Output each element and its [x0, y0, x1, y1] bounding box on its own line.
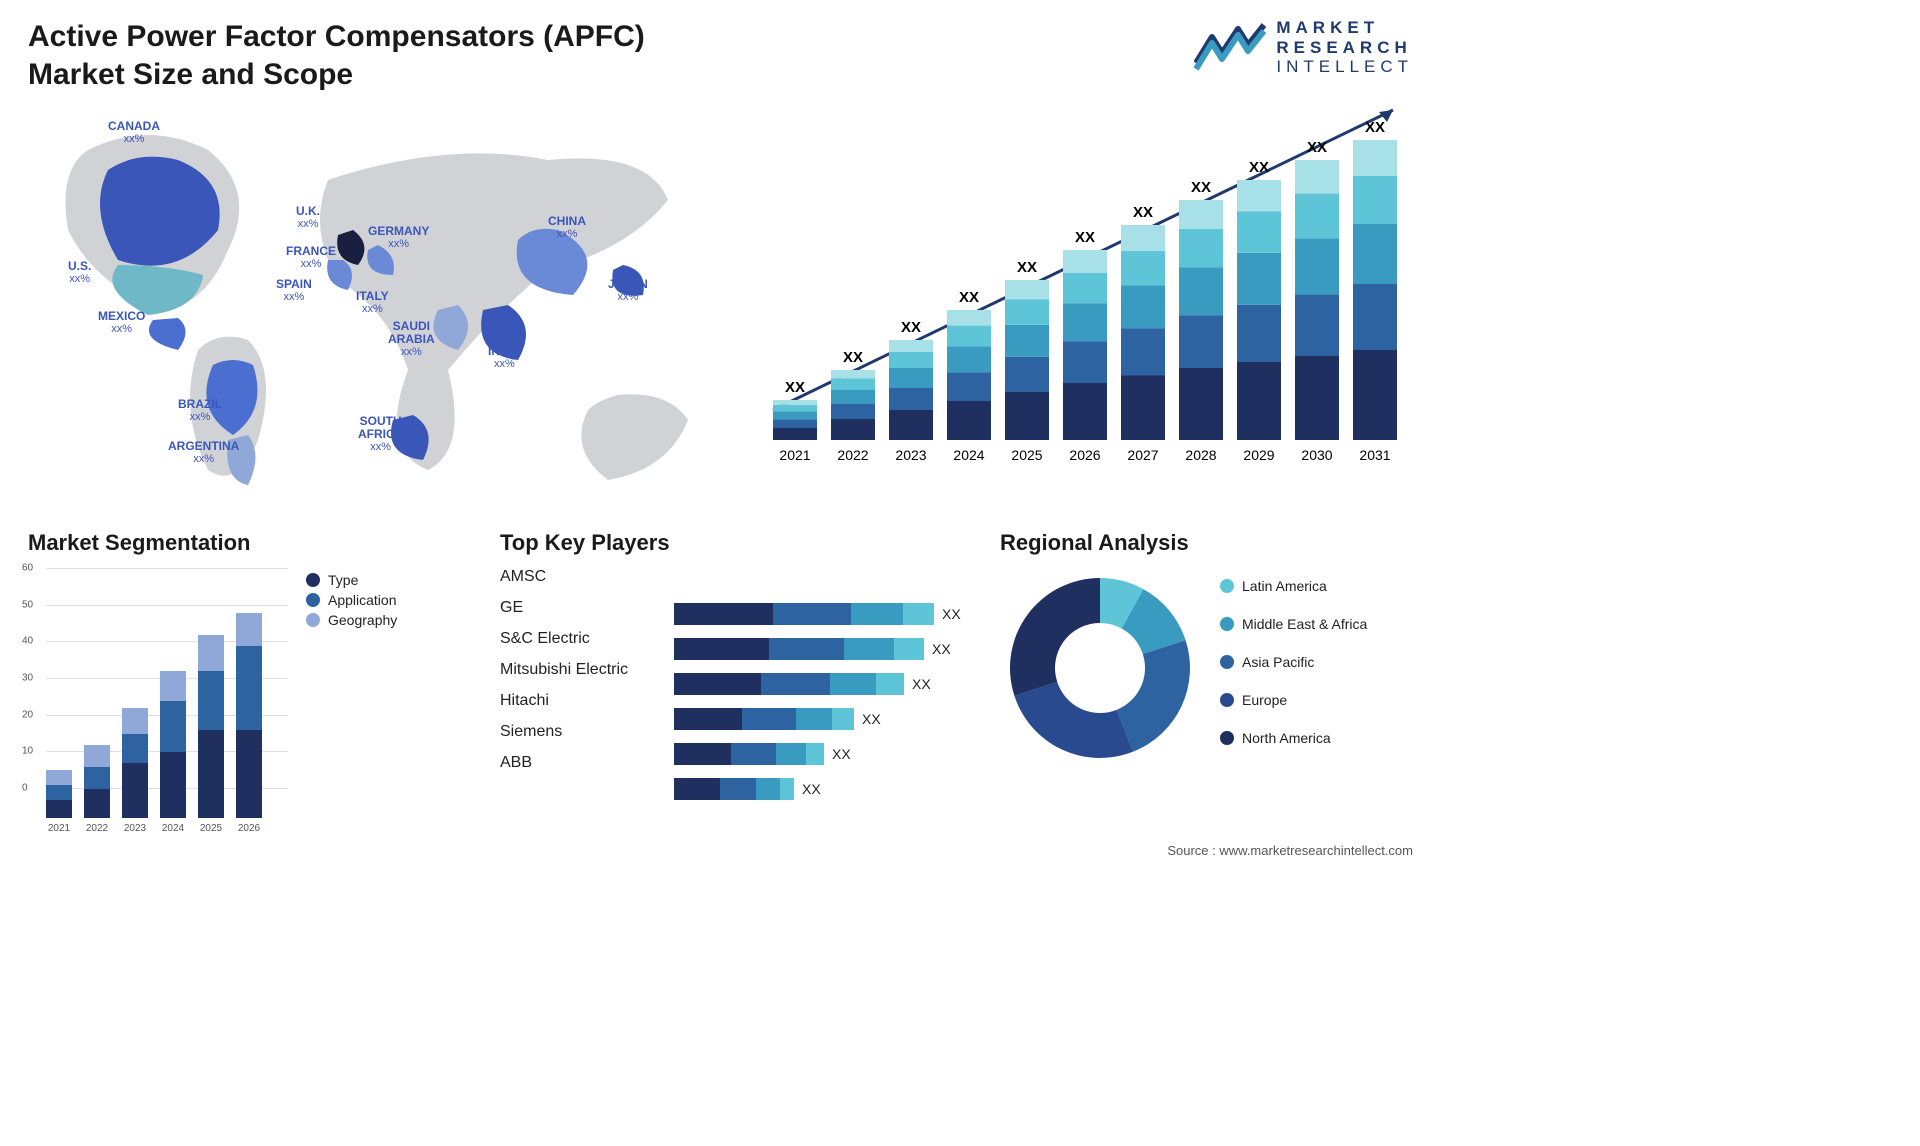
map-label: CANADAxx% — [108, 120, 160, 145]
player-name: ABB — [500, 754, 660, 772]
logo-icon — [1194, 23, 1266, 71]
growth-chart: XX 2021 XX 2022 XX 2023 XX 2024 XX 2025 XX 2026 XX 20… — [753, 100, 1413, 470]
map-label: CHINAxx% — [548, 215, 586, 240]
svg-text:XX: XX — [1307, 139, 1327, 156]
svg-text:2023: 2023 — [895, 447, 926, 463]
growth-chart-svg: XX 2021 XX 2022 XX 2023 XX 2024 XX 2025 XX 2026 XX 20… — [753, 100, 1413, 470]
regional-donut — [1000, 568, 1200, 768]
page-title: Active Power Factor Compensators (APFC) … — [28, 18, 748, 93]
legend-item: Application — [306, 592, 397, 608]
map-label: SAUDIARABIAxx% — [388, 320, 435, 358]
svg-text:XX: XX — [1191, 179, 1211, 196]
map-label: SOUTHAFRICAxx% — [358, 415, 403, 453]
svg-text:2029: 2029 — [1243, 447, 1274, 463]
svg-text:XX: XX — [1365, 119, 1385, 136]
player-bar-row: XX — [674, 673, 980, 695]
svg-text:XX: XX — [1017, 259, 1037, 276]
regional-title: Regional Analysis — [1000, 530, 1420, 556]
logo-line1: MARKET — [1276, 18, 1413, 38]
legend-item: Middle East & Africa — [1220, 616, 1367, 632]
legend-item: Latin America — [1220, 578, 1367, 594]
source-text: Source : www.marketresearchintellect.com — [1167, 843, 1413, 858]
player-name: GE — [500, 599, 660, 617]
svg-text:XX: XX — [1133, 204, 1153, 221]
map-label: MEXICOxx% — [98, 310, 145, 335]
player-bar-row: XX — [674, 638, 980, 660]
map-label: SPAINxx% — [276, 278, 312, 303]
map-label: U.S.xx% — [68, 260, 91, 285]
svg-text:2021: 2021 — [779, 447, 810, 463]
player-name: S&C Electric — [500, 630, 660, 648]
svg-text:XX: XX — [901, 319, 921, 336]
player-name: Mitsubishi Electric — [500, 661, 660, 679]
player-names: AMSC GE S&C Electric Mitsubishi Electric Hit… — [500, 568, 660, 800]
map-label: U.K.xx% — [296, 205, 320, 230]
player-name: Hitachi — [500, 692, 660, 710]
legend-item: Geography — [306, 612, 397, 628]
svg-text:XX: XX — [843, 349, 863, 366]
legend-item: Europe — [1220, 692, 1367, 708]
player-bars: XX XX XX XX XX XX — [674, 568, 980, 800]
players-title: Top Key Players — [500, 530, 980, 556]
svg-text:XX: XX — [1075, 229, 1095, 246]
legend-item: North America — [1220, 730, 1367, 746]
map-label: GERMANYxx% — [368, 225, 429, 250]
player-name: Siemens — [500, 723, 660, 741]
players-panel: Top Key Players AMSC GE S&C Electric Mitsub… — [500, 530, 980, 800]
map-label: INDIAxx% — [488, 345, 521, 370]
svg-text:2028: 2028 — [1185, 447, 1216, 463]
svg-text:2031: 2031 — [1359, 447, 1390, 463]
player-bar-row: XX — [674, 708, 980, 730]
segmentation-panel: Market Segmentation 01020304050602021202… — [28, 530, 478, 818]
regional-legend: Latin America Middle East & Africa Asia Pa… — [1220, 574, 1367, 750]
svg-text:2030: 2030 — [1301, 447, 1332, 463]
svg-text:2027: 2027 — [1127, 447, 1158, 463]
world-map: CANADAxx% U.S.xx% MEXICOxx% BRAZILxx% ARGENT… — [28, 110, 718, 510]
svg-text:2026: 2026 — [1069, 447, 1100, 463]
map-label: FRANCExx% — [286, 245, 336, 270]
svg-text:XX: XX — [959, 289, 979, 306]
map-label: BRAZILxx% — [178, 398, 222, 423]
player-name: AMSC — [500, 568, 660, 586]
brand-logo: MARKET RESEARCH INTELLECT — [1194, 18, 1413, 77]
player-bar-row: XX — [674, 778, 980, 800]
player-bar-row: XX — [674, 603, 980, 625]
svg-text:2022: 2022 — [837, 447, 868, 463]
logo-line2: RESEARCH — [1276, 38, 1413, 58]
regional-panel: Regional Analysis Latin America Middle Ea… — [1000, 530, 1420, 768]
player-bar-row: XX — [674, 743, 980, 765]
map-label: JAPANxx% — [608, 278, 648, 303]
legend-item: Type — [306, 572, 397, 588]
segmentation-legend: Type Application Geography — [306, 568, 397, 818]
map-label: ARGENTINAxx% — [168, 440, 239, 465]
legend-item: Asia Pacific — [1220, 654, 1367, 670]
svg-text:XX: XX — [1249, 159, 1269, 176]
logo-line3: INTELLECT — [1276, 57, 1413, 77]
svg-text:2024: 2024 — [953, 447, 984, 463]
svg-text:2025: 2025 — [1011, 447, 1042, 463]
svg-text:XX: XX — [785, 379, 805, 396]
segmentation-title: Market Segmentation — [28, 530, 478, 556]
segmentation-chart: 0102030405060202120222023202420252026 — [28, 568, 288, 818]
map-label: ITALYxx% — [356, 290, 389, 315]
